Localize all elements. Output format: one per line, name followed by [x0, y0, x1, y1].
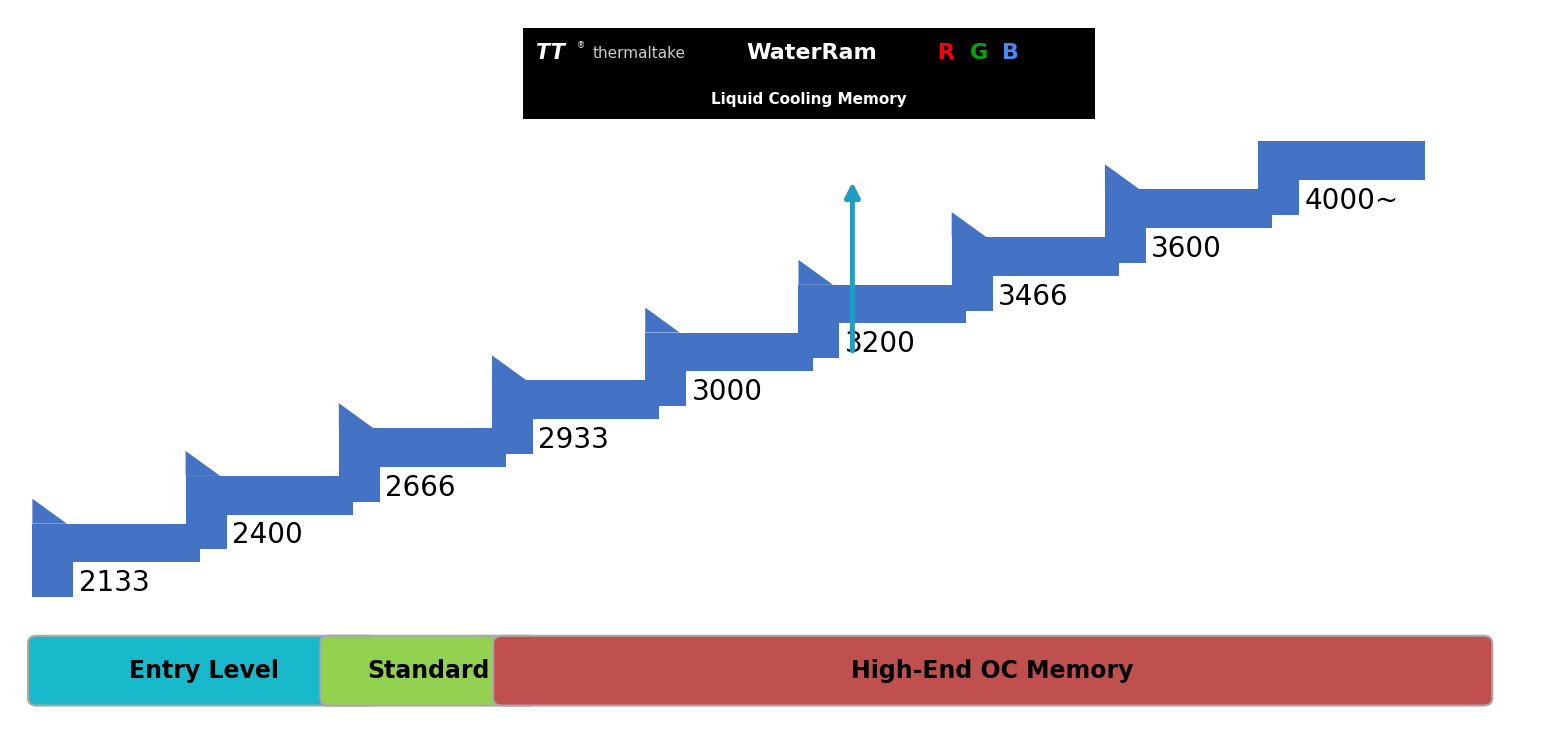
Text: 3466: 3466 — [998, 282, 1069, 311]
Bar — [185, 476, 353, 514]
Polygon shape — [339, 403, 373, 428]
Bar — [339, 428, 380, 501]
FancyBboxPatch shape — [494, 636, 1492, 706]
Text: Standard: Standard — [367, 659, 491, 683]
Bar — [32, 523, 74, 597]
Text: 2933: 2933 — [539, 426, 609, 454]
Text: G: G — [971, 43, 988, 63]
Bar — [492, 381, 532, 453]
FancyBboxPatch shape — [28, 636, 380, 706]
Text: 3600: 3600 — [1151, 234, 1222, 263]
Polygon shape — [952, 212, 986, 237]
FancyBboxPatch shape — [321, 636, 537, 706]
Bar — [1258, 142, 1426, 180]
Bar — [952, 237, 1119, 276]
Polygon shape — [645, 307, 680, 333]
Text: thermaltake: thermaltake — [593, 46, 685, 61]
Bar — [645, 333, 813, 371]
Bar — [339, 428, 506, 467]
Bar — [645, 332, 687, 406]
Text: B: B — [1003, 43, 1020, 63]
Text: 2666: 2666 — [386, 473, 455, 502]
Bar — [1258, 141, 1299, 215]
Bar — [185, 476, 227, 550]
Polygon shape — [1105, 164, 1139, 190]
Text: 2400: 2400 — [231, 521, 302, 550]
Text: TT: TT — [537, 43, 565, 63]
Text: R: R — [938, 43, 955, 63]
Text: High-End OC Memory: High-End OC Memory — [852, 659, 1134, 683]
Text: WaterRam: WaterRam — [747, 43, 878, 63]
Text: 4000~: 4000~ — [1304, 187, 1400, 215]
Bar — [798, 285, 839, 359]
Bar — [523, 28, 1096, 120]
Text: 2133: 2133 — [79, 569, 150, 598]
Text: Liquid Cooling Memory: Liquid Cooling Memory — [711, 92, 907, 107]
Polygon shape — [185, 451, 221, 476]
Bar — [798, 285, 966, 323]
Bar — [492, 381, 659, 419]
Text: Entry Level: Entry Level — [130, 659, 279, 683]
Polygon shape — [492, 356, 526, 381]
Bar — [1105, 189, 1146, 263]
Text: ®: ® — [577, 41, 585, 51]
Text: 3200: 3200 — [846, 330, 915, 359]
Bar — [952, 237, 992, 310]
Bar — [1105, 189, 1271, 228]
Bar — [32, 523, 199, 562]
Polygon shape — [32, 498, 66, 523]
Polygon shape — [798, 260, 833, 285]
Text: 3000: 3000 — [691, 378, 762, 406]
